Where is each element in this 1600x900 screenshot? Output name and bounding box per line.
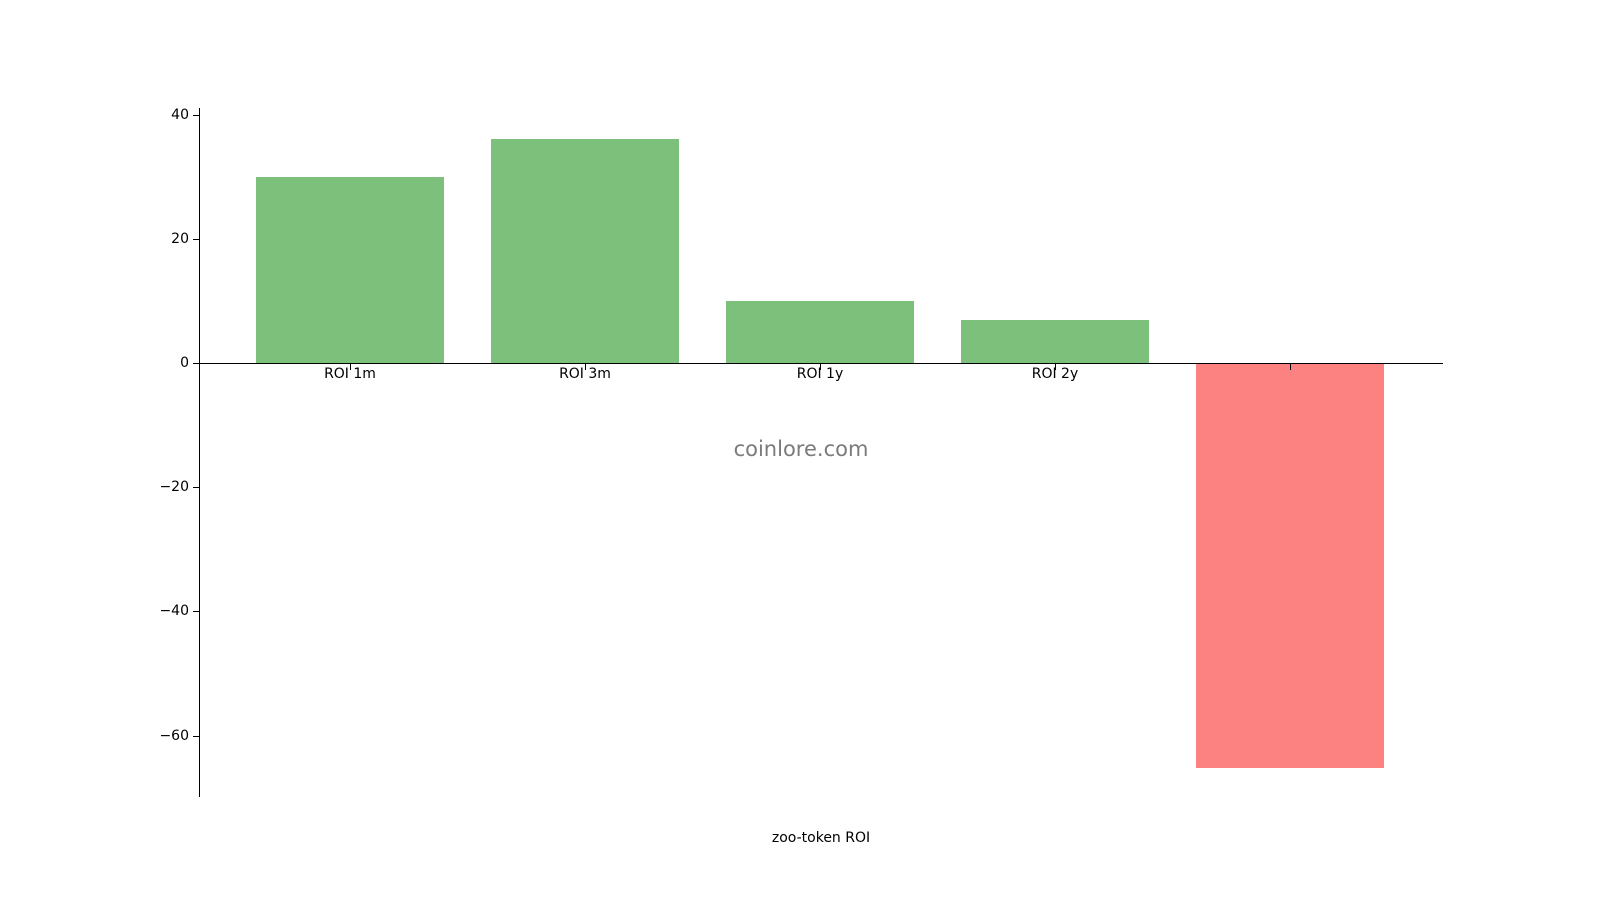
y-tick-label--60: −60 xyxy=(159,727,189,744)
bar-roi-3m xyxy=(491,139,679,363)
y-tick-label--40: −40 xyxy=(159,603,189,620)
y-tick-20 xyxy=(193,238,199,240)
y-tick-label-20: 20 xyxy=(171,230,189,247)
x-tick-0 xyxy=(350,363,351,370)
watermark-text: coinlore.com xyxy=(733,437,869,461)
x-tick-1 xyxy=(585,363,586,370)
bar-negative-4 xyxy=(1196,364,1384,768)
x-tick-3 xyxy=(1055,363,1056,370)
x-tick-label-roi-3m: ROI 3m xyxy=(559,366,611,382)
y-tick--40 xyxy=(193,611,199,613)
x-axis-line xyxy=(199,363,1443,364)
bar-roi-1m xyxy=(256,176,444,363)
x-tick-label-roi-1y: ROI 1y xyxy=(796,366,844,382)
y-tick-40 xyxy=(193,114,199,116)
y-tick--60 xyxy=(193,735,199,737)
x-tick-label-roi-1m: ROI 1m xyxy=(324,366,376,382)
y-tick-0 xyxy=(193,363,199,364)
y-tick-label-0: 0 xyxy=(180,355,189,371)
y-tick-label-40: 40 xyxy=(171,106,189,123)
y-axis-line xyxy=(199,108,200,797)
x-axis-title: zoo-token ROI xyxy=(771,830,871,846)
y-tick--20 xyxy=(193,487,199,489)
x-tick-2 xyxy=(820,363,821,370)
x-tick-label-roi-2y: ROI 2y xyxy=(1031,366,1079,382)
y-tick-label--20: −20 xyxy=(159,479,189,496)
bar-roi-2y xyxy=(961,319,1149,363)
bar-roi-1y xyxy=(726,300,914,363)
x-tick-4 xyxy=(1290,363,1291,370)
